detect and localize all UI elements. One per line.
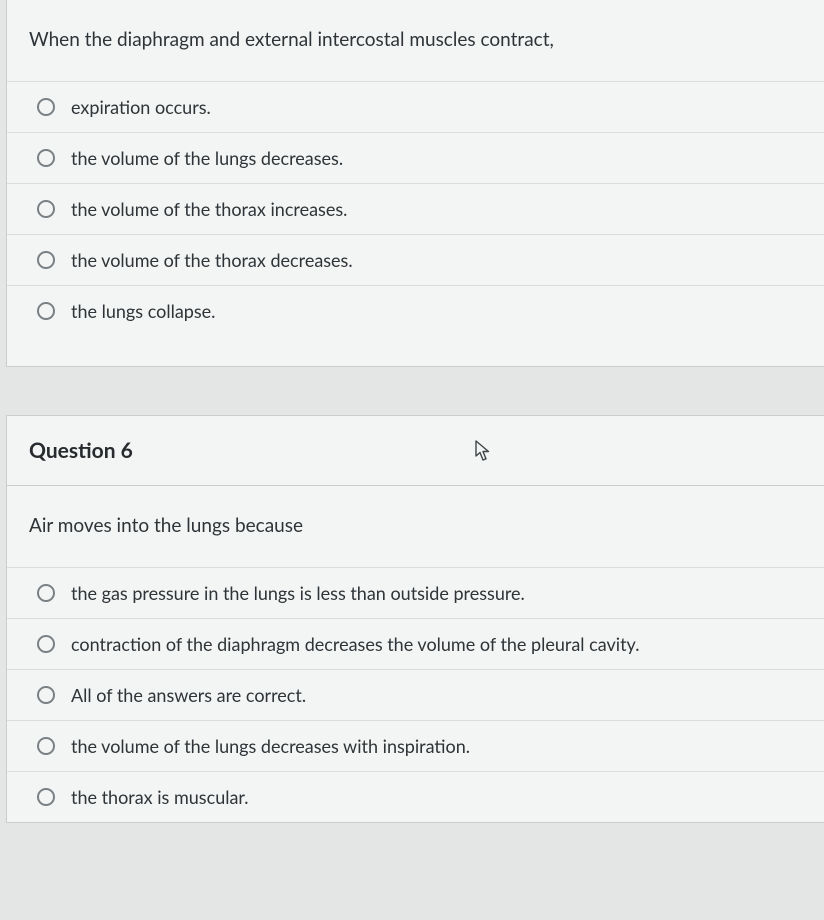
option-label: the volume of the lungs decreases. — [71, 147, 802, 169]
question-5-options: expiration occurs. the volume of the lun… — [7, 81, 824, 336]
radio-icon — [37, 788, 55, 806]
option-label: the thorax is muscular. — [71, 786, 802, 808]
option-label: All of the answers are correct. — [71, 684, 802, 706]
radio-icon — [37, 98, 55, 116]
radio-icon — [37, 584, 55, 602]
q6-option-2[interactable]: All of the answers are correct. — [7, 670, 824, 721]
option-label: the gas pressure in the lungs is less th… — [71, 582, 802, 604]
q6-option-0[interactable]: the gas pressure in the lungs is less th… — [7, 568, 824, 619]
question-6-card: Question 6 Air moves into the lungs beca… — [6, 415, 824, 823]
card-bottom-padding — [7, 336, 824, 366]
card-gap — [0, 367, 824, 415]
radio-icon — [37, 149, 55, 167]
question-6-title: Question 6 — [29, 438, 133, 463]
question-5-stem: When the diaphragm and external intercos… — [7, 0, 824, 81]
option-label: the volume of the lungs decreases with i… — [71, 735, 802, 757]
question-6-header: Question 6 — [7, 416, 824, 486]
q5-option-0[interactable]: expiration occurs. — [7, 82, 824, 133]
q5-option-2[interactable]: the volume of the thorax increases. — [7, 184, 824, 235]
radio-icon — [37, 737, 55, 755]
option-label: the volume of the thorax decreases. — [71, 249, 802, 271]
radio-icon — [37, 635, 55, 653]
q5-option-4[interactable]: the lungs collapse. — [7, 286, 824, 336]
option-label: expiration occurs. — [71, 96, 802, 118]
q6-option-4[interactable]: the thorax is muscular. — [7, 772, 824, 822]
q5-option-3[interactable]: the volume of the thorax decreases. — [7, 235, 824, 286]
option-label: the volume of the thorax increases. — [71, 198, 802, 220]
option-label: the lungs collapse. — [71, 300, 802, 322]
q6-option-1[interactable]: contraction of the diaphragm decreases t… — [7, 619, 824, 670]
q6-option-3[interactable]: the volume of the lungs decreases with i… — [7, 721, 824, 772]
question-5-card: When the diaphragm and external intercos… — [6, 0, 824, 367]
q5-option-1[interactable]: the volume of the lungs decreases. — [7, 133, 824, 184]
radio-icon — [37, 686, 55, 704]
cursor-icon — [475, 440, 491, 462]
question-6-options: the gas pressure in the lungs is less th… — [7, 567, 824, 822]
question-6-stem: Air moves into the lungs because — [7, 486, 824, 567]
radio-icon — [37, 302, 55, 320]
radio-icon — [37, 251, 55, 269]
option-label: contraction of the diaphragm decreases t… — [71, 633, 802, 655]
radio-icon — [37, 200, 55, 218]
